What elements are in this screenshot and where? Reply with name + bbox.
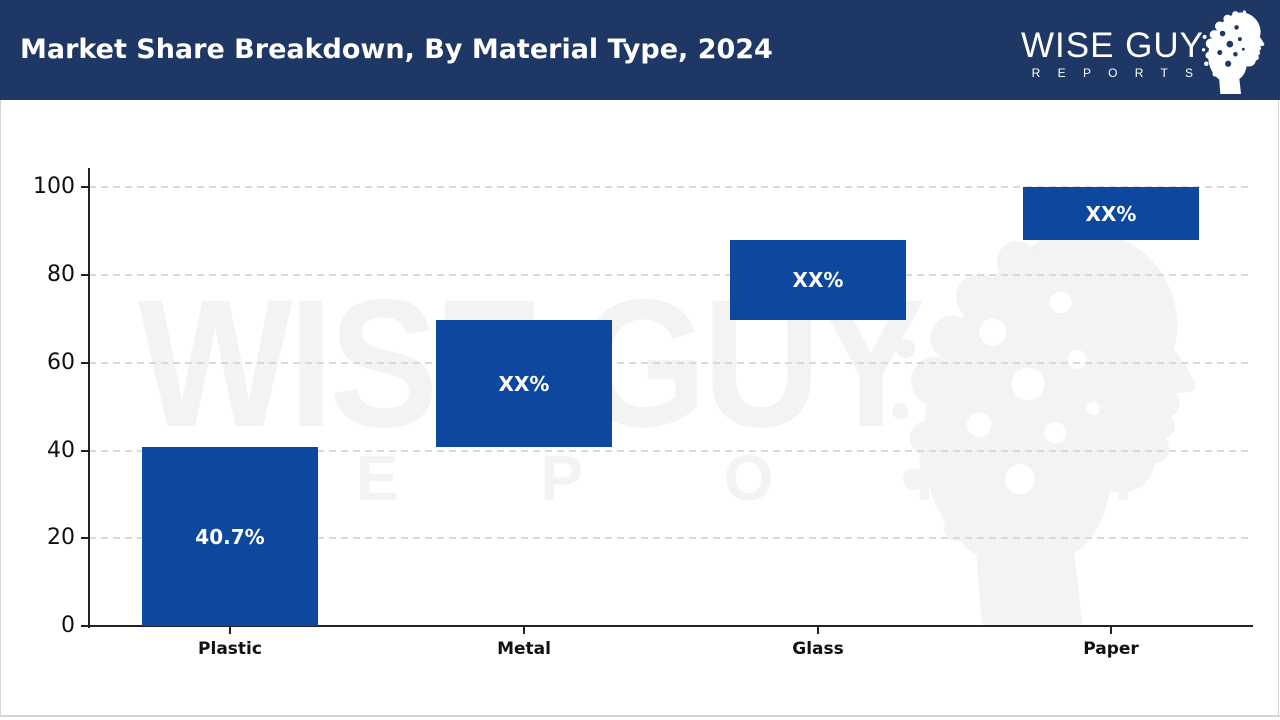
- card-border-left: [0, 100, 1, 716]
- x-tick-mark: [523, 626, 525, 634]
- y-tick-label: 0: [61, 613, 75, 638]
- y-tick-label: 40: [47, 437, 75, 463]
- y-tick-mark: [81, 186, 89, 189]
- wise-guy-reports-logo: WISE GUY R E P O R T S: [1010, 4, 1270, 96]
- head-silhouette-icon: [1202, 10, 1265, 94]
- x-axis-line: [88, 625, 1253, 627]
- y-tick-mark: [81, 361, 89, 364]
- x-tick-mark: [229, 626, 231, 634]
- y-tick-mark: [81, 625, 89, 627]
- bar-value-label: 40.7%: [195, 524, 265, 549]
- card-border-bottom: [0, 715, 1280, 717]
- y-tick-mark: [81, 449, 89, 452]
- header-bar: Market Share Breakdown, By Material Type…: [0, 0, 1280, 100]
- x-category-label: Glass: [792, 639, 844, 659]
- y-tick-label: 20: [47, 525, 75, 551]
- y-gridline: [89, 449, 1252, 452]
- x-category-label: Plastic: [198, 639, 262, 659]
- y-tick-mark: [81, 537, 89, 540]
- y-tick-label: 60: [47, 349, 75, 375]
- bar-paper: [1023, 187, 1199, 241]
- bar-value-label: XX%: [1085, 201, 1137, 226]
- watermark-head-silhouette: [892, 220, 1196, 626]
- bar-value-label: XX%: [792, 267, 844, 292]
- card-border-right: [1278, 100, 1279, 716]
- y-gridline: [89, 537, 1252, 540]
- chart-title: Market Share Breakdown, By Material Type…: [20, 34, 773, 65]
- bar-value-label: XX%: [498, 371, 550, 396]
- y-tick-label: 80: [47, 262, 75, 288]
- x-tick-mark: [817, 626, 819, 634]
- x-category-label: Metal: [497, 639, 551, 659]
- logo-subtext: R E P O R T S: [1031, 66, 1200, 80]
- bar-metal: [436, 319, 612, 448]
- x-tick-mark: [1110, 626, 1112, 634]
- y-gridline: [89, 274, 1252, 277]
- y-axis-line: [88, 168, 90, 628]
- x-category-label: Paper: [1083, 639, 1139, 659]
- logo-wordmark: WISE GUY: [1020, 26, 1204, 65]
- y-gridline: [89, 186, 1252, 189]
- y-tick-mark: [81, 274, 89, 277]
- bar-glass: [730, 240, 906, 320]
- y-gridline: [89, 361, 1252, 364]
- y-tick-label: 100: [33, 174, 75, 200]
- bar-plastic: [142, 447, 318, 626]
